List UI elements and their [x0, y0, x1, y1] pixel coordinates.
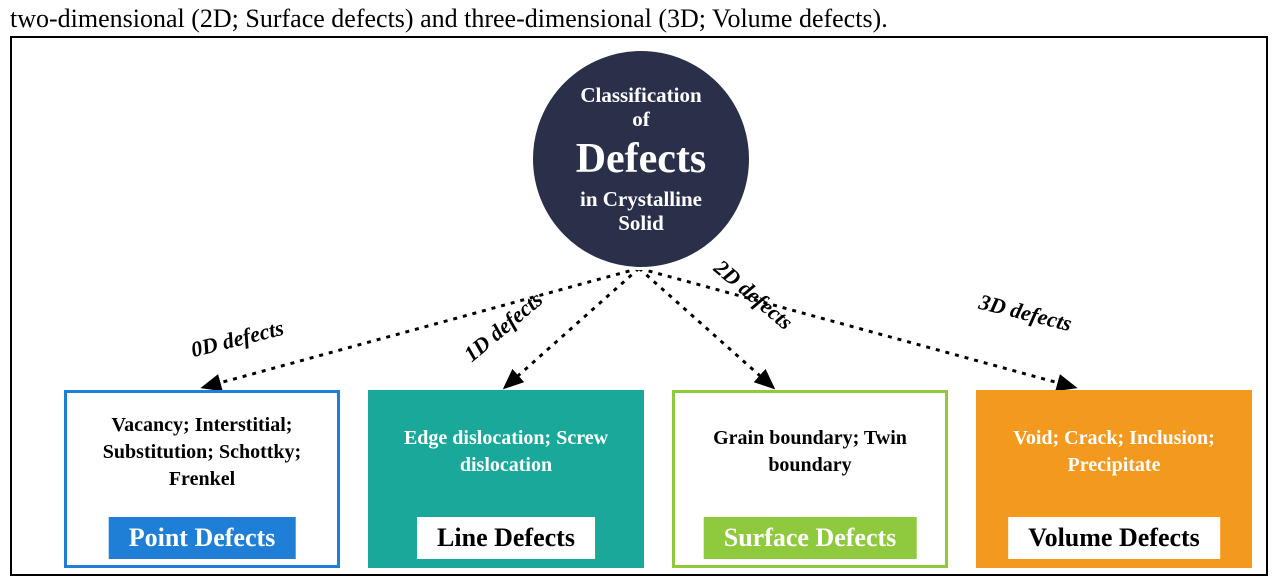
caption-text: two-dimensional (2D; Surface defects) an… — [10, 4, 888, 34]
category-label: Volume Defects — [1008, 517, 1220, 559]
category-label: Point Defects — [109, 517, 296, 559]
category-box-point: Vacancy; Interstitial; Substitution; Sch… — [64, 390, 340, 568]
category-box-surface: Grain boundary; Twin boundary Surface Def… — [672, 390, 948, 568]
center-line5: Solid — [618, 211, 664, 235]
edge-label: 0D defects — [188, 315, 286, 363]
category-label: Surface Defects — [704, 517, 917, 559]
arrow — [505, 268, 639, 387]
center-line3: Defects — [576, 135, 707, 183]
category-desc: Void; Crack; Inclusion; Precipitate — [979, 393, 1249, 511]
center-node: Classification of Defects in Crystalline… — [530, 48, 752, 270]
center-line1: Classification — [580, 83, 701, 107]
edge-label: 3D defects — [976, 289, 1074, 337]
category-desc: Vacancy; Interstitial; Substitution; Sch… — [67, 393, 337, 511]
category-box-volume: Void; Crack; Inclusion; Precipitate Volum… — [976, 390, 1252, 568]
arrow — [639, 268, 1075, 387]
category-desc: Grain boundary; Twin boundary — [675, 393, 945, 511]
center-line4: in Crystalline — [580, 187, 702, 211]
category-label: Line Defects — [417, 517, 595, 559]
category-box-line: Edge dislocation; Screw dislocation Line … — [368, 390, 644, 568]
edge-label: 2D defects — [709, 255, 798, 336]
category-desc: Edge dislocation; Screw dislocation — [371, 393, 641, 511]
edge-label: 1D defects — [459, 287, 548, 368]
diagram-frame: Classification of Defects in Crystalline… — [10, 36, 1268, 576]
center-line2: of — [632, 107, 650, 131]
